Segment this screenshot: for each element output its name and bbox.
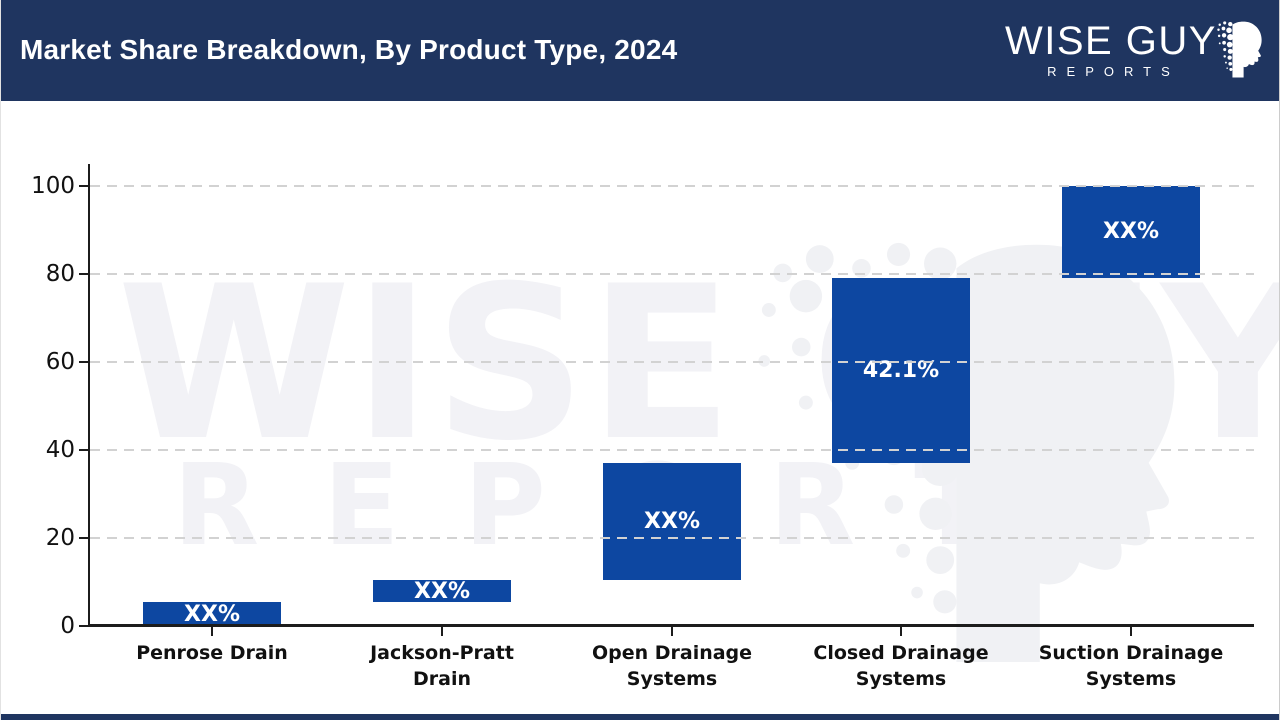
bar-value-label: XX%	[414, 578, 470, 604]
y-tick-label: 20	[45, 525, 75, 551]
y-tick-label: 0	[60, 613, 75, 639]
bar-value-label: XX%	[1103, 219, 1159, 245]
bar-penrose-drain: XX%	[143, 601, 281, 627]
x-axis-label-penrose-drain: Penrose Drain	[97, 640, 327, 666]
logo-subtitle: REPORTS	[1047, 63, 1180, 79]
x-axis-label-line: Open Drainage	[591, 642, 753, 664]
x-axis-label-line: Closed Drainage	[813, 642, 989, 664]
bar-closed-drainage-systems: 42.1%	[832, 277, 970, 464]
y-tick	[79, 537, 88, 539]
header-bar: Market Share Breakdown, By Product Type,…	[1, 0, 1279, 101]
x-tick	[900, 627, 902, 636]
x-axis-label-jackson-pratt-drain: Jackson-Pratt Drain	[327, 640, 557, 692]
x-axis-label-line: Jackson-Pratt	[370, 642, 514, 664]
x-axis	[88, 624, 1254, 627]
x-tick	[441, 627, 443, 636]
x-axis-label-open-drainage-systems: Open Drainage Systems	[557, 640, 787, 692]
y-tick	[79, 273, 88, 275]
wise-guy-logo: WISE GUY REPORTS	[1005, 6, 1265, 90]
y-tick-label: 60	[45, 349, 75, 375]
gridline-100	[90, 185, 1254, 187]
x-axis-label-line: Systems	[855, 668, 947, 690]
page-title: Market Share Breakdown, By Product Type,…	[20, 34, 678, 65]
logo-text: WISE GUY REPORTS	[1005, 18, 1217, 79]
x-axis-label-line: Systems	[626, 668, 718, 690]
x-tick	[671, 627, 673, 636]
bar-suction-drainage-systems: XX%	[1062, 186, 1200, 278]
y-tick	[79, 625, 88, 627]
gridline-80	[90, 273, 1254, 275]
x-axis-label-closed-drainage-systems: Closed Drainage Systems	[786, 640, 1016, 692]
y-tick-label: 40	[45, 437, 75, 463]
y-tick	[79, 449, 88, 451]
x-axis-label-line: Suction Drainage	[1038, 642, 1224, 664]
bar-jackson-pratt-drain: XX%	[373, 578, 511, 604]
x-axis-label-line: Drain	[412, 668, 471, 690]
footer-accent-strip	[1, 714, 1279, 720]
x-axis-label-line: Systems	[1085, 668, 1177, 690]
bar-open-drainage-systems: XX%	[603, 463, 741, 581]
x-axis-label-line: Penrose Drain	[136, 642, 288, 664]
gridline-20	[90, 537, 1254, 539]
y-tick-label: 100	[31, 173, 75, 199]
x-tick	[211, 627, 213, 636]
bar-value-label: XX%	[184, 601, 240, 627]
logo-wordmark: WISE GUY	[1004, 18, 1217, 63]
gridline-60	[90, 361, 1254, 363]
y-tick	[79, 361, 88, 363]
x-tick	[1130, 627, 1132, 636]
bar-value-label: XX%	[644, 509, 700, 535]
y-tick	[79, 185, 88, 187]
logo-head-icon	[1203, 6, 1265, 90]
y-axis	[88, 164, 90, 627]
gridline-40	[90, 449, 1254, 451]
y-tick-label: 80	[45, 261, 75, 287]
x-axis-label-suction-drainage-systems: Suction Drainage Systems	[1016, 640, 1246, 692]
